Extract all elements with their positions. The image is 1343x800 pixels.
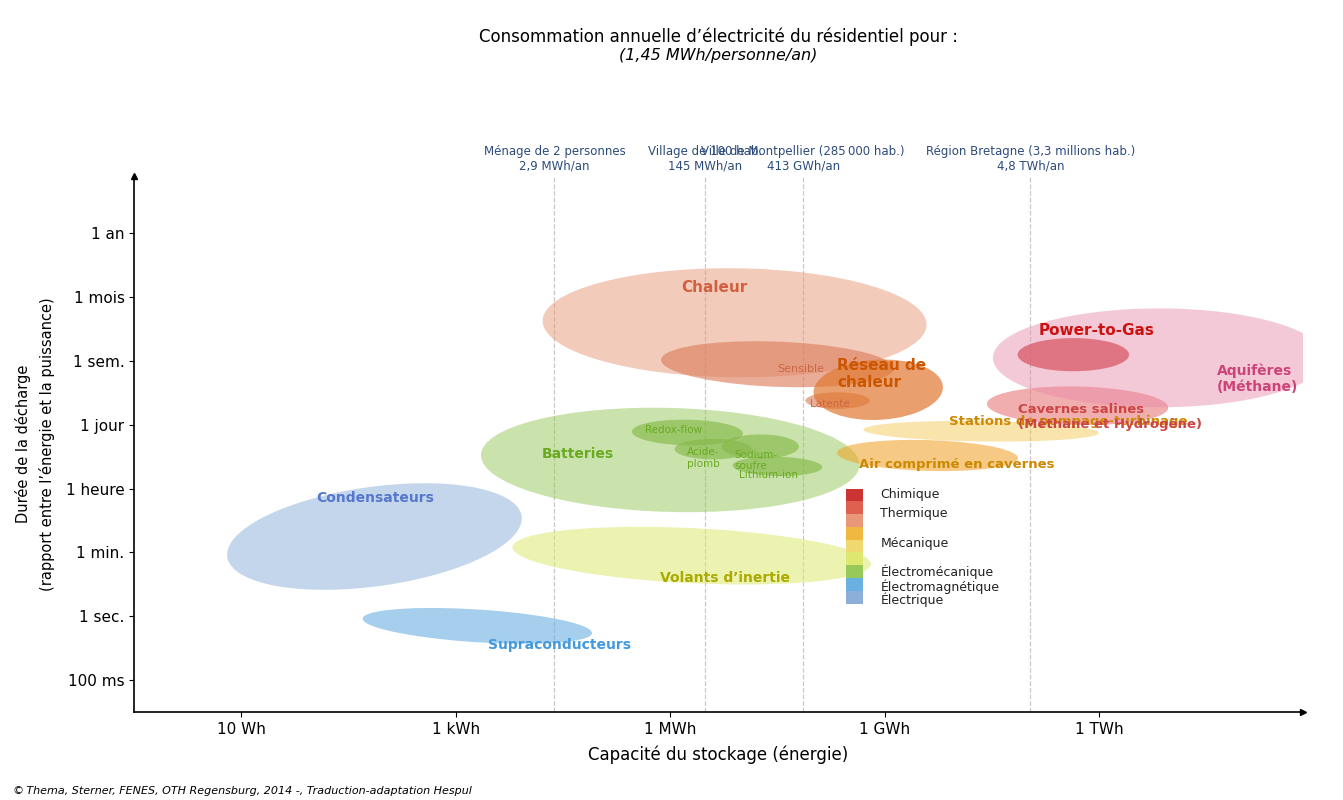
Ellipse shape [363, 608, 592, 644]
Bar [846, 489, 864, 502]
Text: Aquifères
(Méthane): Aquifères (Méthane) [1217, 363, 1299, 394]
Text: Réseau de
chaleur: Réseau de chaleur [838, 358, 927, 390]
Text: Volants d’inertie: Volants d’inertie [659, 571, 790, 585]
Ellipse shape [987, 386, 1168, 425]
Text: Ville de Montpellier (285 000 hab.)
413 GWh/an: Ville de Montpellier (285 000 hab.) 413 … [701, 145, 905, 173]
Text: Acide-
plomb: Acide- plomb [688, 447, 720, 469]
Bar [846, 514, 864, 527]
Text: Région Bretagne (3,3 millions hab.)
4,8 TWh/an: Région Bretagne (3,3 millions hab.) 4,8 … [925, 145, 1135, 173]
Ellipse shape [513, 527, 872, 585]
Text: Lithium-ion: Lithium-ion [739, 470, 798, 480]
Ellipse shape [837, 440, 1018, 471]
Y-axis label: Durée de la décharge
(rapport entre l’énergie et la puissance): Durée de la décharge (rapport entre l’én… [15, 297, 55, 591]
Text: Village de 100 hab.
145 MWh/an: Village de 100 hab. 145 MWh/an [647, 145, 761, 173]
Ellipse shape [864, 421, 1099, 442]
Bar [846, 578, 864, 590]
Text: Consommation annuelle d’électricité du résidentiel pour :: Consommation annuelle d’électricité du r… [479, 28, 958, 46]
Text: © Thema, Sterner, FENES, OTH Regensburg, 2014 -, Traduction-adaptation Hespul: © Thema, Sterner, FENES, OTH Regensburg,… [13, 786, 473, 796]
Text: Chaleur: Chaleur [681, 280, 747, 295]
X-axis label: Capacité du stockage (énergie): Capacité du stockage (énergie) [588, 745, 849, 763]
Ellipse shape [721, 434, 799, 458]
Text: Condensateurs: Condensateurs [317, 491, 434, 506]
Text: Ménage de 2 personnes
2,9 MWh/an: Ménage de 2 personnes 2,9 MWh/an [483, 145, 626, 173]
Text: Chimique: Chimique [881, 488, 940, 501]
Text: Sodium-
soufre: Sodium- soufre [735, 450, 778, 471]
Ellipse shape [814, 359, 943, 420]
Text: Cavernes salines
(Méthane et Hydrogène): Cavernes salines (Méthane et Hydrogène) [1018, 403, 1202, 431]
Bar [846, 566, 864, 578]
Text: Sensible: Sensible [778, 364, 825, 374]
Text: Thermique: Thermique [881, 507, 948, 521]
Bar [846, 590, 864, 603]
Text: Stations de pompage-turbinage: Stations de pompage-turbinage [950, 415, 1187, 428]
Ellipse shape [543, 268, 927, 378]
Bar [846, 527, 864, 540]
Text: Mécanique: Mécanique [881, 538, 948, 550]
Text: Électrique: Électrique [881, 593, 944, 607]
Ellipse shape [661, 342, 894, 387]
Ellipse shape [227, 483, 522, 590]
Text: Électromécanique: Électromécanique [881, 564, 994, 578]
Ellipse shape [1018, 338, 1129, 371]
Ellipse shape [992, 309, 1326, 407]
Ellipse shape [633, 420, 743, 446]
Text: Air comprimé en cavernes: Air comprimé en cavernes [860, 458, 1054, 471]
Text: Supraconducteurs: Supraconducteurs [488, 638, 631, 652]
Bar [846, 502, 864, 514]
Ellipse shape [733, 457, 822, 476]
Text: Power-to-Gas: Power-to-Gas [1039, 323, 1155, 338]
Ellipse shape [674, 439, 752, 459]
Bar [846, 540, 864, 553]
Text: (1,45 MWh/personne/an): (1,45 MWh/personne/an) [619, 48, 818, 63]
Bar [846, 553, 864, 566]
Ellipse shape [806, 392, 870, 409]
Text: Latente: Latente [810, 399, 849, 410]
Text: Électromagnétique: Électromagnétique [881, 579, 999, 594]
Text: Redox-flow: Redox-flow [645, 425, 701, 435]
Text: Batteries: Batteries [541, 446, 614, 461]
Ellipse shape [481, 408, 860, 512]
